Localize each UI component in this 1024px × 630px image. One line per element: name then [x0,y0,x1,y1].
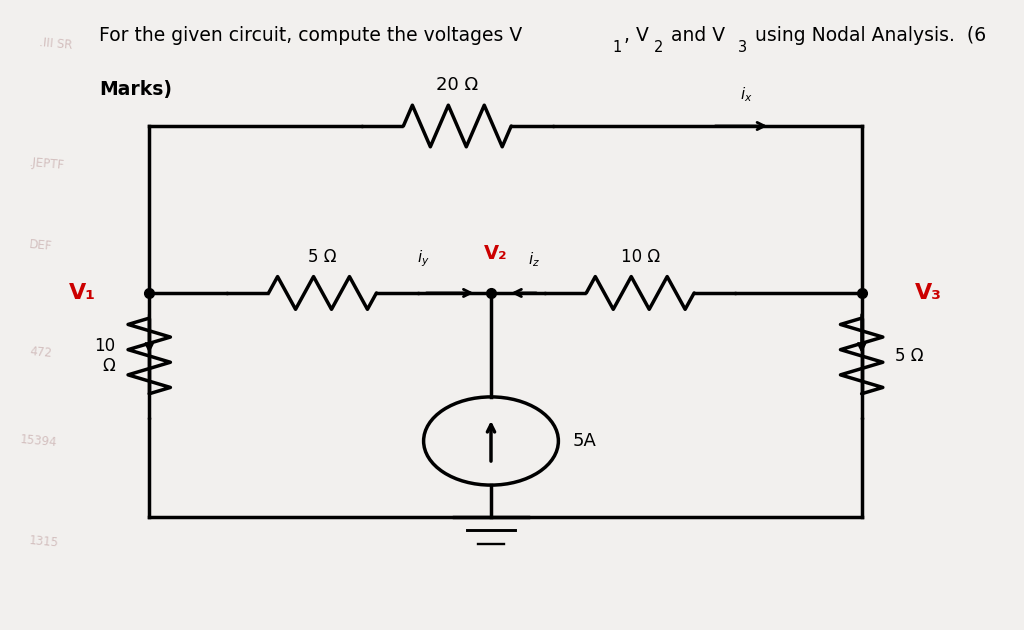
Text: 15394: 15394 [19,433,57,449]
Text: 1315: 1315 [29,534,59,549]
Text: 1: 1 [612,40,622,55]
Text: 5 Ω: 5 Ω [895,347,924,365]
Text: 20 Ω: 20 Ω [436,76,478,94]
Text: 5 Ω: 5 Ω [308,248,337,266]
Text: V₁: V₁ [70,283,96,303]
Text: , V: , V [624,26,649,45]
Text: V₃: V₃ [914,283,942,303]
Text: DEF: DEF [29,238,53,253]
Text: 10 Ω: 10 Ω [621,248,659,266]
Text: .JEPTF: .JEPTF [29,156,66,172]
Text: $i_y$: $i_y$ [418,248,430,269]
Text: For the given circuit, compute the voltages V: For the given circuit, compute the volta… [99,26,522,45]
Text: Marks): Marks) [99,79,172,98]
Text: 472: 472 [29,345,52,360]
Text: 10
Ω: 10 Ω [94,336,116,375]
Text: V₂: V₂ [484,244,508,263]
Text: $i_z$: $i_z$ [528,250,541,269]
Text: 5A: 5A [572,432,597,450]
Text: 3: 3 [738,40,748,55]
Text: 2: 2 [654,40,664,55]
Text: and V: and V [666,26,726,45]
Text: using Nodal Analysis.  (6: using Nodal Analysis. (6 [750,26,986,45]
Text: .III SR: .III SR [39,36,73,52]
Text: $i_x$: $i_x$ [739,85,753,104]
